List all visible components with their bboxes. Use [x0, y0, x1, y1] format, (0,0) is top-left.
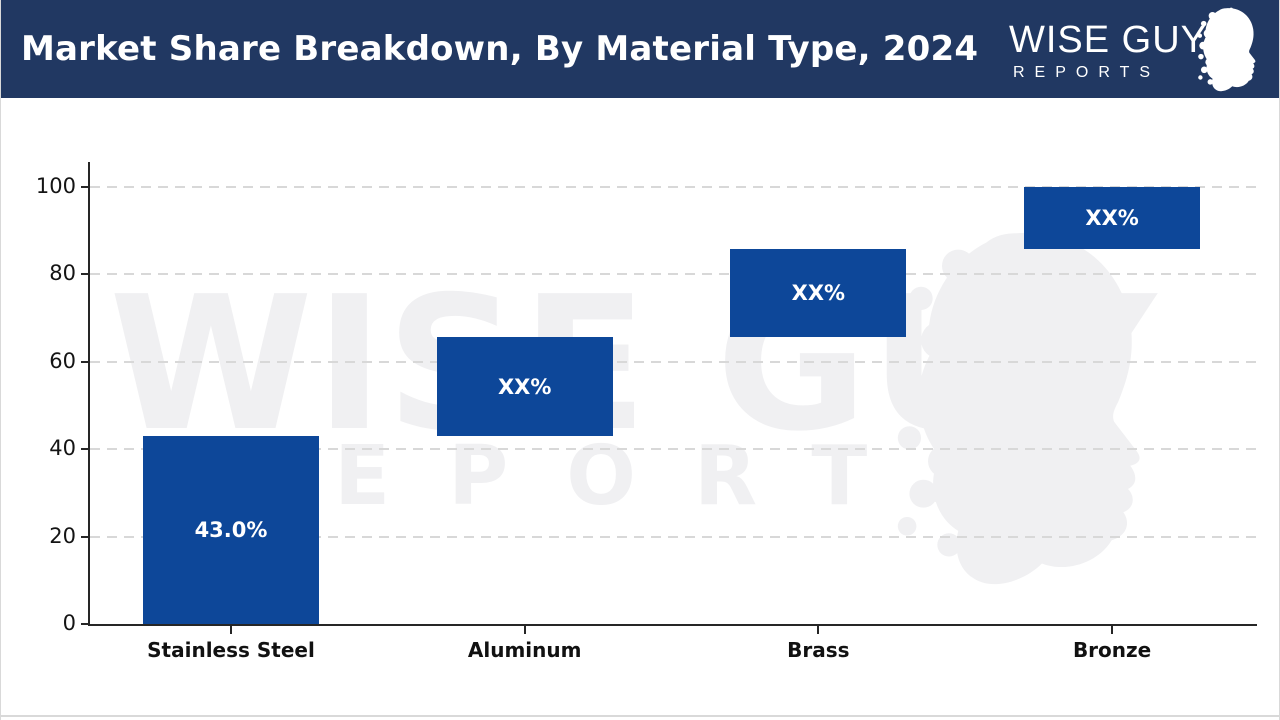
bar-stainless-steel: 43.0% — [143, 435, 319, 624]
logo-wordmark: WISE GUY REPORTS — [1008, 19, 1207, 82]
bar-value-label-brass: XX% — [791, 281, 846, 306]
category-label-stainless-steel: Stainless Steel — [147, 638, 315, 662]
x-tick-bronze — [1111, 626, 1114, 634]
logo-text-reports: REPORTS — [1012, 63, 1161, 81]
category-label-aluminum: Aluminum — [467, 638, 582, 662]
x-axis-line — [88, 624, 1257, 626]
bar-aluminum: XX% — [436, 337, 613, 436]
y-tick-80 — [81, 273, 89, 275]
y-tick-label-60: 60 — [49, 348, 76, 373]
header-bar: Market Share Breakdown, By Material Type… — [1, 0, 1279, 98]
bar-value-label-bronze: XX% — [1085, 205, 1139, 230]
y-tick-label-100: 100 — [35, 173, 76, 198]
gridline-80 — [90, 273, 1257, 275]
category-label-brass: Brass — [787, 638, 850, 662]
y-tick-60 — [81, 360, 89, 363]
gridline-100 — [90, 185, 1257, 188]
chart-title: Market Share Breakdown, By Material Type… — [21, 29, 979, 69]
x-tick-aluminum — [523, 626, 526, 634]
x-tick-brass — [817, 626, 820, 634]
wise-guy-reports-logo: WISE GUY REPORTS — [1009, 6, 1265, 94]
bar-bronze: XX% — [1024, 186, 1201, 249]
footer-divider — [1, 715, 1279, 717]
y-tick-40 — [81, 448, 89, 450]
gridline-60 — [90, 360, 1257, 363]
category-label-bronze: Bronze — [1072, 638, 1152, 662]
gridline-20 — [90, 535, 1257, 538]
y-tick-20 — [81, 535, 89, 538]
waterfall-chart: 0 20 40 60 80 100 43.0% Stainless Steel XX% Alumi… — [1, 98, 1279, 720]
bar-value-label-stainless-steel: 43.0% — [194, 517, 268, 542]
y-tick-label-20: 20 — [49, 523, 76, 548]
bar-value-label-aluminum: XX% — [497, 374, 552, 399]
bar-brass: XX% — [730, 248, 907, 338]
y-tick-label-0: 0 — [62, 611, 76, 635]
y-tick-label-80: 80 — [49, 261, 76, 285]
logo-text-wise-guy: WISE GUY — [1008, 19, 1207, 61]
y-tick-label-40: 40 — [49, 436, 76, 460]
logo-head-icon — [1197, 7, 1256, 92]
y-axis-line — [88, 162, 90, 626]
x-tick-stainless-steel — [230, 626, 232, 634]
y-tick-0 — [81, 623, 89, 625]
gridline-40 — [90, 448, 1257, 450]
y-tick-100 — [81, 185, 89, 188]
